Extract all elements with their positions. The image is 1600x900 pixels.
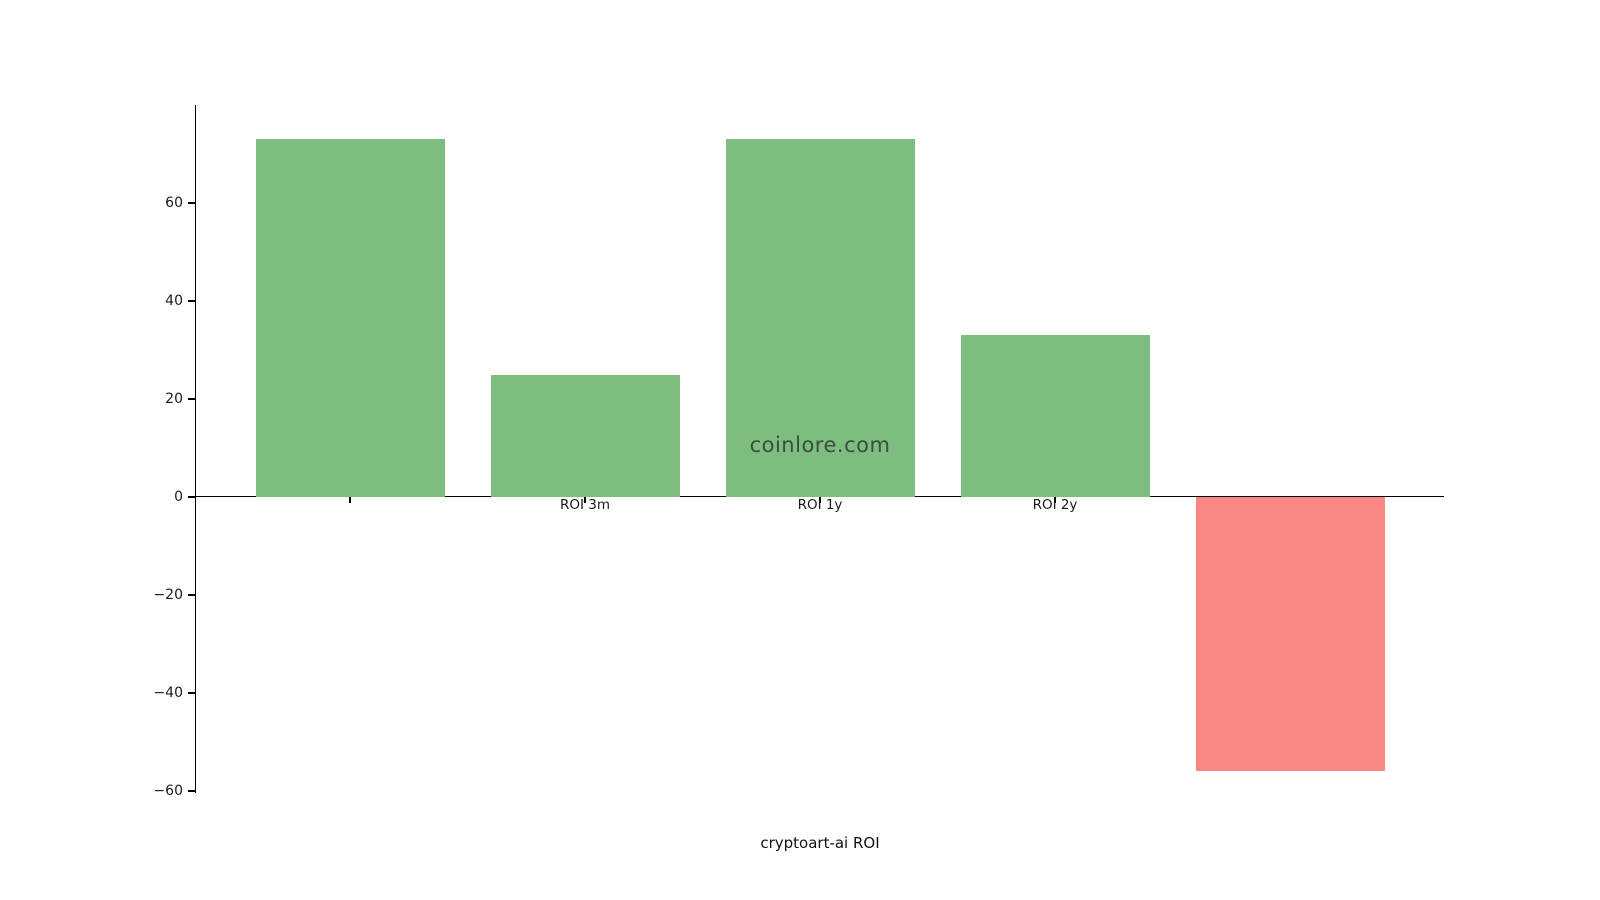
y-tick-label: 20 <box>165 391 183 407</box>
y-tick <box>188 692 195 694</box>
y-axis-line <box>194 105 196 793</box>
y-tick <box>188 790 195 792</box>
x-tick <box>584 497 586 503</box>
y-tick <box>188 398 195 400</box>
y-tick-label: −20 <box>153 587 183 603</box>
y-tick <box>188 202 195 204</box>
bar-1 <box>255 139 445 497</box>
chart-title: cryptoart-ai ROI <box>760 834 880 852</box>
y-tick-label: 60 <box>165 195 183 211</box>
y-tick-label: −40 <box>153 685 183 701</box>
x-tick <box>349 497 351 503</box>
bar-roi-3m <box>490 374 680 497</box>
bar-5 <box>1195 497 1385 772</box>
watermark-text: coinlore.com <box>749 433 891 457</box>
y-tick <box>188 594 195 596</box>
x-tick-label: ROI 2y <box>1032 497 1078 513</box>
y-tick-label: −60 <box>153 783 183 799</box>
bar-roi-2y <box>960 335 1150 497</box>
x-tick <box>1054 497 1056 503</box>
y-tick-label: 40 <box>165 293 183 309</box>
y-tick-label: 0 <box>174 489 183 505</box>
x-tick-label: ROI 1y <box>797 497 843 513</box>
y-tick <box>188 496 195 498</box>
x-tick <box>819 497 821 503</box>
y-tick <box>188 300 195 302</box>
bar-roi-1y <box>725 139 915 497</box>
x-tick-label: ROI 3m <box>559 497 611 513</box>
